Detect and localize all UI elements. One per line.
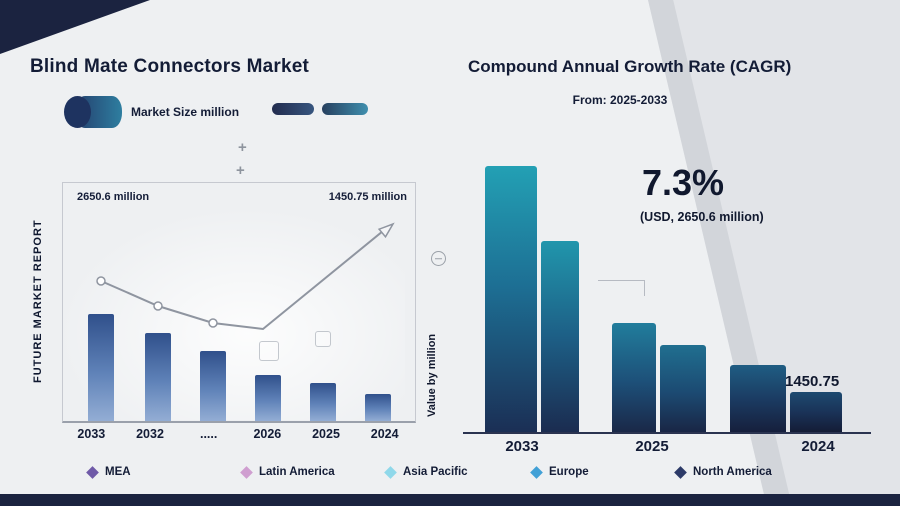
plus-icon: + <box>238 139 247 156</box>
database-icon <box>64 96 122 128</box>
cagr-bar-2025-secondary <box>660 345 706 432</box>
trend-path <box>100 230 384 331</box>
bar-2025 <box>310 383 336 421</box>
plus-icon: + <box>236 162 245 179</box>
bar-2026 <box>255 375 281 421</box>
legend-item-label: Latin America <box>259 466 335 478</box>
market-size-label: Market Size million <box>131 105 240 119</box>
value-axis-label: Value by million <box>426 333 438 417</box>
cagr-value: 7.3% <box>642 162 725 203</box>
right-chart-panel: 1450.75 2033 2025 2024 <box>455 130 885 455</box>
trend-marker <box>96 276 106 286</box>
pill-decoration <box>272 103 368 115</box>
bar-2033 <box>88 314 114 421</box>
arrow-head-icon <box>377 222 395 239</box>
legend-item: MEA <box>86 465 131 479</box>
minus-circle-icon <box>431 251 446 266</box>
legend-item-label: Europe <box>549 466 589 478</box>
x-label: 2025 <box>635 438 669 455</box>
annotation-end-value: 1450.75 million <box>328 191 407 203</box>
page-title: Blind Mate Connectors Market <box>30 56 310 77</box>
cagr-bar-2025-primary <box>612 323 656 432</box>
endpoint-value-label: 1450.75 <box>785 373 840 390</box>
cagr-bar-2024-primary <box>730 365 786 432</box>
bottom-bar-decoration <box>0 494 900 506</box>
corner-triangle-decoration <box>0 0 150 54</box>
legend-item: Asia Pacific <box>384 465 468 479</box>
cagr-bar-2033-secondary <box>541 241 579 432</box>
cagr-note: (USD, 2650.6 million) <box>640 210 764 224</box>
database-icon-cap <box>64 96 91 128</box>
legend-item: Europe <box>530 465 589 479</box>
left-chart-panel: 2650.6 million 1450.75 million <box>62 182 416 423</box>
trend-marker <box>153 301 163 311</box>
x-axis-line <box>463 432 871 434</box>
legend-swatch-diamond <box>240 465 253 479</box>
x-label: 2033 <box>77 427 106 441</box>
x-label: 2025 <box>312 427 340 441</box>
annotation-start-value: 2650.6 million <box>77 191 150 203</box>
trend-arrow-line <box>96 222 395 331</box>
legend-swatch-diamond <box>86 465 99 479</box>
legend-swatch-diamond <box>384 465 397 479</box>
legend-item: North America <box>674 465 772 479</box>
pill-left-decoration <box>272 103 314 115</box>
bar-2032 <box>145 333 171 421</box>
legend-swatch-diamond <box>674 465 687 479</box>
cagr-bar-2024-secondary <box>790 392 842 432</box>
x-label: 2033 <box>505 438 539 455</box>
x-label: 2024 <box>370 427 399 441</box>
cagr-title: Compound Annual Growth Rate (CAGR) <box>468 57 792 76</box>
legend-item-label: North America <box>693 466 772 478</box>
cagr-subtitle: From: 2025-2033 <box>572 93 668 107</box>
legend-swatch-diamond <box>530 465 543 479</box>
pill-right-decoration <box>322 103 368 115</box>
bar-2024 <box>365 394 391 421</box>
x-label: 2032 <box>136 427 164 441</box>
legend-item-label: Asia Pacific <box>403 466 468 478</box>
x-label: ..... <box>199 427 218 441</box>
left-chart-side-label: FUTURE MARKET REPORT <box>32 219 44 383</box>
bar-intermediate <box>200 351 226 421</box>
step-bracket-decoration <box>598 280 645 296</box>
x-label: 2024 <box>801 438 835 455</box>
x-label: 2026 <box>253 427 282 441</box>
left-x-axis-labels: 2033 2032 ..... 2026 2025 2024 <box>62 427 414 441</box>
ghost-square-decoration <box>259 341 279 361</box>
cagr-bar-2033-primary <box>485 166 537 432</box>
trend-marker <box>208 318 218 328</box>
legend-item: Latin America <box>240 465 335 479</box>
legend-item-label: MEA <box>105 466 131 478</box>
ghost-square-decoration <box>315 331 331 347</box>
